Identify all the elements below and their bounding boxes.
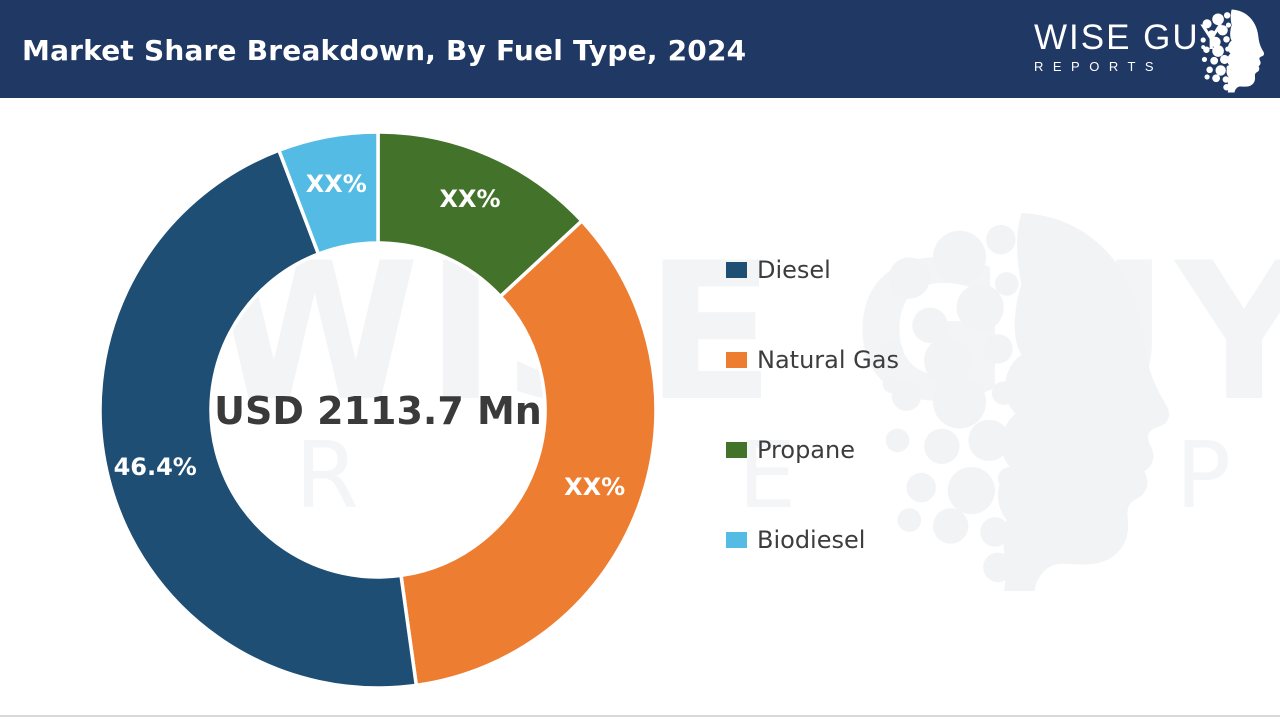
donut-slice-natural-gas xyxy=(399,219,658,688)
legend-label: Diesel xyxy=(757,256,831,284)
legend-item-biodiesel: Biodiesel xyxy=(726,524,899,556)
legend-swatch-icon xyxy=(726,532,747,548)
page-title: Market Share Breakdown, By Fuel Type, 20… xyxy=(22,34,747,67)
slice-label: XX% xyxy=(439,185,500,213)
header-bar: Market Share Breakdown, By Fuel Type, 20… xyxy=(0,0,1280,98)
donut-center-value: USD 2113.7 Mn xyxy=(214,389,542,433)
legend-swatch-icon xyxy=(726,262,747,278)
donut-chart: XX% XX% 46.4% XX% USD 2113.7 Mn xyxy=(55,108,715,724)
slice-label: XX% xyxy=(564,473,625,501)
logo-head-icon xyxy=(1200,9,1265,93)
legend-item-natural-gas: Natural Gas xyxy=(726,344,899,376)
legend-swatch-icon xyxy=(726,442,747,458)
logo-subtext: REPORTS xyxy=(1034,58,1164,74)
legend-item-propane: Propane xyxy=(726,434,899,466)
slice-label: 46.4% xyxy=(114,453,197,481)
legend-label: Natural Gas xyxy=(757,346,899,374)
chart-legend: Diesel Natural Gas Propane Biodiesel xyxy=(726,254,899,614)
legend-item-diesel: Diesel xyxy=(726,254,899,286)
donut-slice-diesel xyxy=(98,148,419,690)
legend-label: Propane xyxy=(757,436,855,464)
legend-label: Biodiesel xyxy=(757,526,866,554)
brand-logo: WISE GUY REPORTS xyxy=(1016,4,1266,96)
logo-wordmark: WISE GUY xyxy=(1034,18,1226,57)
donut-slice-biodiesel xyxy=(277,130,380,256)
watermark-head-icon xyxy=(879,213,1170,591)
legend-swatch-icon xyxy=(726,352,747,368)
bottom-divider xyxy=(0,715,1280,717)
slice-label: XX% xyxy=(306,170,367,198)
